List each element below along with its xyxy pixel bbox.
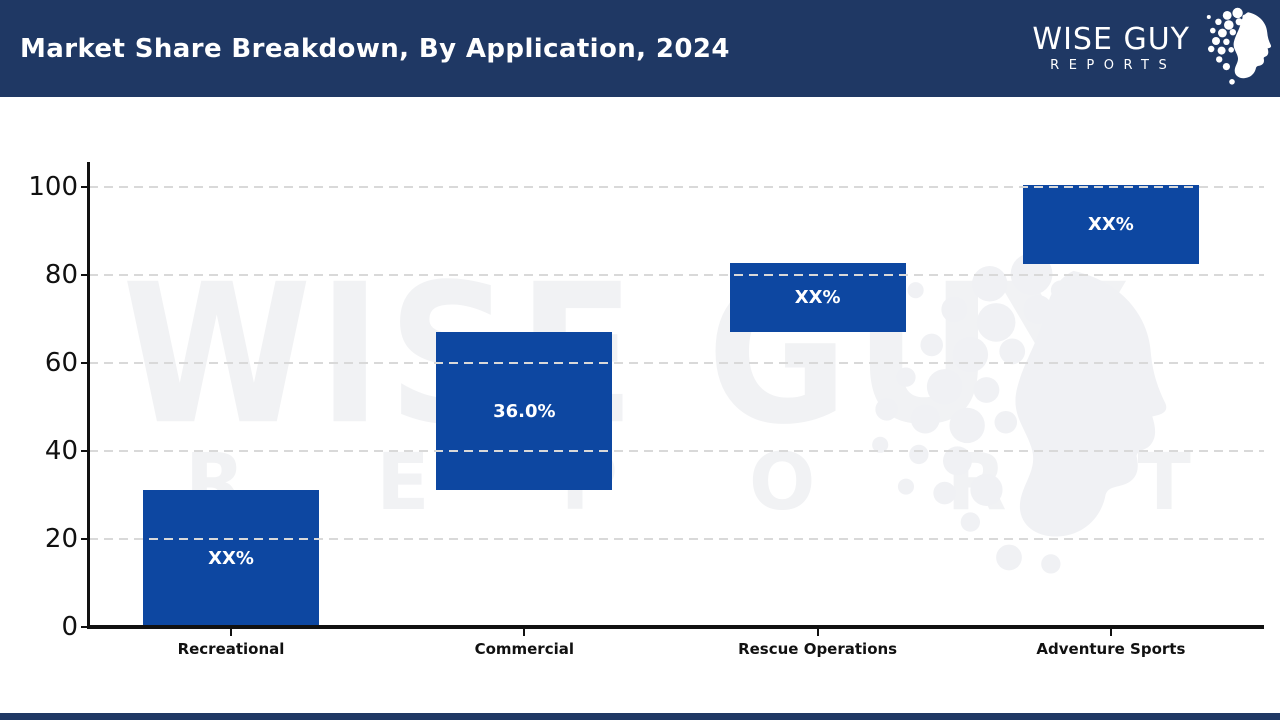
logo-wordmark: WISE GUY xyxy=(1032,21,1190,57)
x-category-label: Commercial xyxy=(474,640,575,658)
bar-commercial xyxy=(436,332,613,491)
x-tick-mark xyxy=(230,629,232,636)
y-tick-label: 0 xyxy=(61,611,78,642)
y-tick-mark xyxy=(81,625,88,628)
bar-recreational xyxy=(143,490,319,627)
bar-value-label: XX% xyxy=(1087,213,1134,235)
y-tick-mark xyxy=(81,537,88,540)
brand-logo: WISE GUY REPORTS xyxy=(1032,0,1272,97)
page-title: Market Share Breakdown, By Application, … xyxy=(20,33,730,64)
logo-subtitle: REPORTS xyxy=(1050,57,1177,73)
bar-value-label: 36.0% xyxy=(493,400,556,422)
gridline-20 xyxy=(89,537,1264,540)
header: Market Share Breakdown, By Application, … xyxy=(0,0,1280,97)
bar-value-label: XX% xyxy=(794,287,841,309)
x-axis-line xyxy=(87,625,1264,629)
x-category-label: Rescue Operations xyxy=(738,640,898,658)
y-tick-label: 80 xyxy=(44,259,78,290)
y-tick-mark xyxy=(81,361,88,364)
x-tick-mark xyxy=(1109,629,1112,636)
y-tick-label: 100 xyxy=(28,172,78,202)
y-tick-mark xyxy=(81,273,88,276)
gridline-40 xyxy=(89,449,1264,452)
bar-value-label: XX% xyxy=(208,547,254,569)
y-tick-mark xyxy=(81,449,88,452)
gridline-100 xyxy=(89,186,1264,188)
y-tick-label: 20 xyxy=(44,523,78,554)
y-axis-line xyxy=(87,162,90,628)
gridline-60 xyxy=(89,361,1264,364)
bar-adventure-sports xyxy=(1022,184,1199,264)
gridline-80 xyxy=(89,273,1264,276)
y-tick-mark xyxy=(81,186,88,188)
x-tick-mark xyxy=(523,629,526,636)
x-category-label: Adventure Sports xyxy=(1036,640,1186,658)
y-tick-label: 60 xyxy=(44,347,78,378)
logo-text: WISE GUY REPORTS xyxy=(1032,21,1190,73)
y-tick-label: 40 xyxy=(44,435,78,466)
logo-dotted-head-icon xyxy=(1206,7,1272,85)
x-tick-mark xyxy=(816,629,819,636)
footer-bar xyxy=(0,713,1280,720)
x-category-label: Recreational xyxy=(177,640,285,658)
